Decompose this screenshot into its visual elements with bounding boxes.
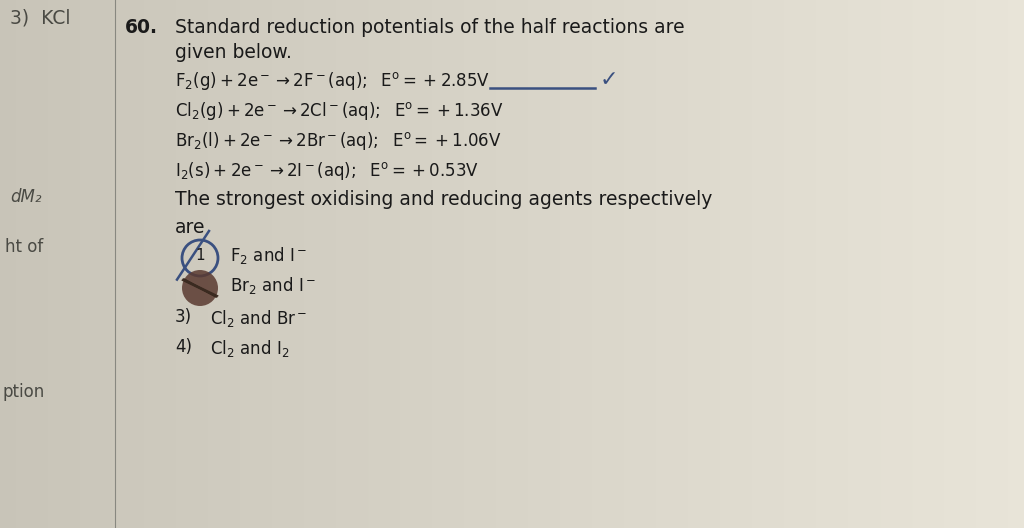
- Text: given below.: given below.: [175, 43, 292, 62]
- Text: 4): 4): [175, 338, 193, 356]
- Text: Standard reduction potentials of the half reactions are: Standard reduction potentials of the hal…: [175, 18, 685, 37]
- Text: 1: 1: [196, 249, 205, 263]
- Text: The strongest oxidising and reducing agents respectively: The strongest oxidising and reducing age…: [175, 190, 713, 209]
- Text: are: are: [175, 218, 206, 237]
- Circle shape: [182, 270, 218, 306]
- Text: ption: ption: [2, 383, 44, 401]
- Text: 60.: 60.: [125, 18, 158, 37]
- Text: 3): 3): [175, 308, 193, 326]
- Text: $\mathregular{Cl_2}$ and I$_2$: $\mathregular{Cl_2}$ and I$_2$: [210, 338, 290, 359]
- Text: $\mathregular{Br_2(l) + 2e^- \rightarrow 2Br^-(aq);}$  $\mathregular{E^o = +1.06: $\mathregular{Br_2(l) + 2e^- \rightarrow…: [175, 130, 502, 152]
- Text: $\mathregular{Cl_2(g) + 2e^- \rightarrow 2Cl^-(aq);}$  $\mathregular{E^o = +1.36: $\mathregular{Cl_2(g) + 2e^- \rightarrow…: [175, 100, 504, 122]
- Text: $\mathregular{I_2(s) + 2e^- \rightarrow 2I^-(aq);}$  $\mathregular{E^o = +0.53V}: $\mathregular{I_2(s) + 2e^- \rightarrow …: [175, 160, 479, 182]
- Text: dM₂: dM₂: [10, 188, 42, 206]
- Text: ht of: ht of: [5, 238, 43, 256]
- Text: $\mathregular{F_2(g) + 2e^- \rightarrow 2F^-(aq);}$  $\mathregular{E^o = +2.85V}: $\mathregular{F_2(g) + 2e^- \rightarrow …: [175, 70, 489, 92]
- Text: $\mathregular{Cl_2}$ and Br$^-$: $\mathregular{Cl_2}$ and Br$^-$: [210, 308, 307, 329]
- Text: ✓: ✓: [600, 70, 618, 90]
- Text: 3)  KCl: 3) KCl: [10, 8, 71, 27]
- Text: $\mathregular{F_2}$ and I$^-$: $\mathregular{F_2}$ and I$^-$: [230, 245, 307, 266]
- Text: $\mathregular{Br_2}$ and I$^-$: $\mathregular{Br_2}$ and I$^-$: [230, 275, 316, 296]
- Bar: [0, 0, 115, 528]
